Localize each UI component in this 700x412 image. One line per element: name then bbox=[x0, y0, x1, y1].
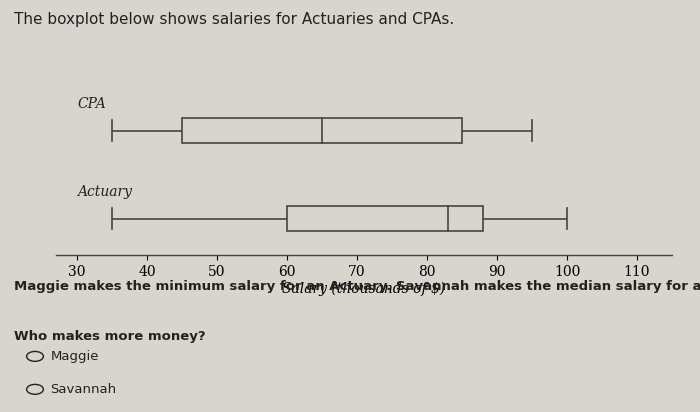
X-axis label: Salary (thousands of $): Salary (thousands of $) bbox=[282, 282, 446, 296]
Text: Maggie makes the minimum salary for an Actuary. Savannah makes the median salary: Maggie makes the minimum salary for an A… bbox=[14, 280, 700, 293]
Text: Who makes more money?: Who makes more money? bbox=[14, 330, 206, 343]
Bar bbox=[287, 206, 483, 231]
Text: CPA: CPA bbox=[77, 97, 106, 111]
Bar bbox=[182, 118, 462, 143]
Text: Maggie: Maggie bbox=[50, 350, 99, 363]
Text: Actuary: Actuary bbox=[77, 185, 132, 199]
Text: Savannah: Savannah bbox=[50, 383, 116, 396]
Text: The boxplot below shows salaries for Actuaries and CPAs.: The boxplot below shows salaries for Act… bbox=[14, 12, 454, 27]
